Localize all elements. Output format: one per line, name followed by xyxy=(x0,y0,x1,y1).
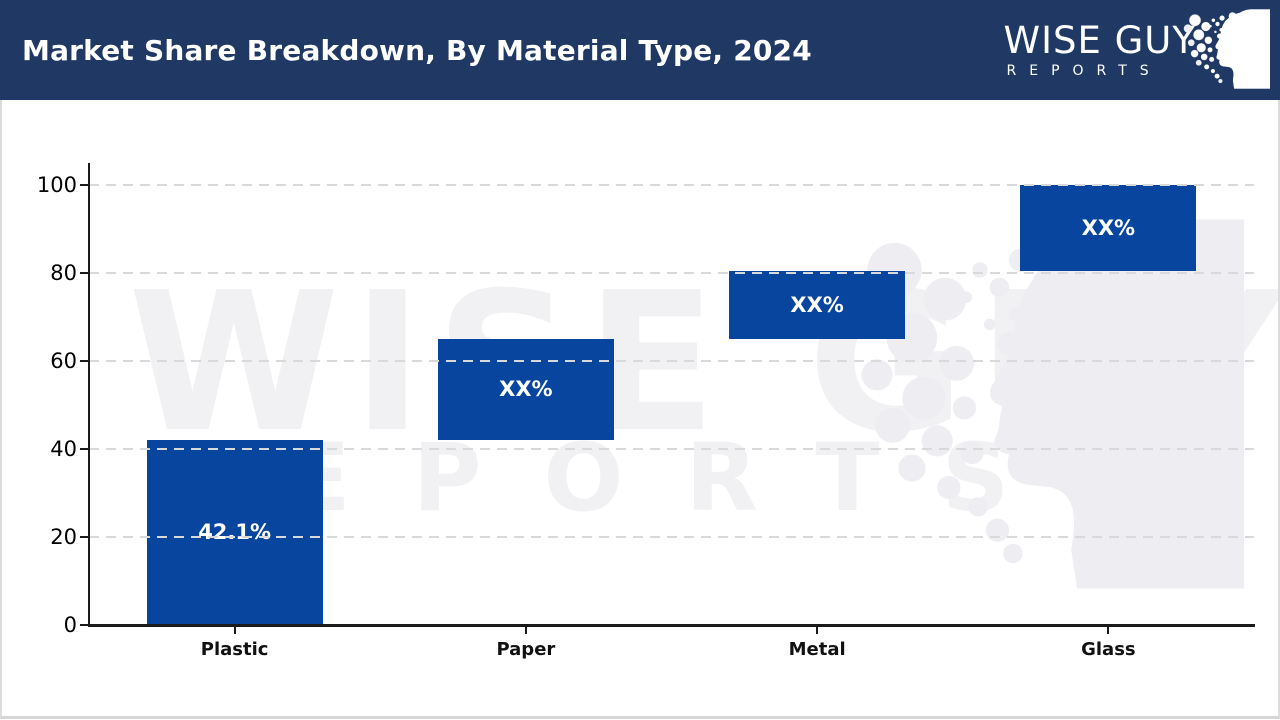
y-tick xyxy=(80,272,89,274)
logo-dotted-head-icon: #dotface-white{fill:#ffffff} xyxy=(1183,9,1270,89)
x-tick xyxy=(233,627,236,634)
bar-plastic: 42.1% xyxy=(146,439,323,625)
logo-subtext: REPORTS xyxy=(1006,63,1162,79)
wise-guy-reports-logo: WISE GUY REPORTS #dotface-white{fill:#ff… xyxy=(1004,0,1270,100)
x-tick xyxy=(524,627,527,634)
watermark: WISE GUY REPORTS xyxy=(0,100,1280,720)
category-label: Paper xyxy=(496,639,556,660)
bar-value-label: 42.1% xyxy=(198,520,272,545)
y-axis xyxy=(88,163,90,627)
bar-value-label: XX% xyxy=(1081,216,1136,241)
y-tick-label: 80 xyxy=(50,261,77,285)
page-title: Market Share Breakdown, By Material Type… xyxy=(22,33,812,67)
gridline-40 xyxy=(89,448,1254,450)
gridline-60 xyxy=(89,360,1254,362)
bar-paper: XX% xyxy=(437,339,614,440)
bar-glass: XX% xyxy=(1020,185,1197,272)
category-label: Metal xyxy=(788,639,846,660)
gridline-80 xyxy=(89,272,1254,274)
bar-value-label: XX% xyxy=(790,293,844,318)
x-tick xyxy=(816,627,819,634)
category-label: Plastic xyxy=(200,639,269,660)
y-tick-label: 60 xyxy=(50,349,77,373)
header-bar: Market Share Breakdown, By Material Type… xyxy=(0,0,1280,100)
gridline-20 xyxy=(89,536,1254,538)
bar-value-label: XX% xyxy=(499,377,553,402)
y-tick-label: 20 xyxy=(50,525,77,549)
y-tick xyxy=(80,448,89,450)
y-tick xyxy=(80,184,89,186)
x-tick xyxy=(1107,627,1110,634)
gridline-100 xyxy=(89,184,1254,186)
logo-wordmark: WISE GUY xyxy=(1003,19,1196,62)
category-label: Glass xyxy=(1081,639,1136,660)
y-tick xyxy=(80,536,89,538)
y-tick-label: 0 xyxy=(63,613,77,637)
y-tick xyxy=(80,360,89,362)
x-axis xyxy=(88,624,1255,627)
y-tick-label: 100 xyxy=(36,173,77,197)
bar-metal: XX% xyxy=(729,271,906,339)
y-tick-label: 40 xyxy=(50,437,77,461)
logo-text: WISE GUY REPORTS xyxy=(1004,22,1196,79)
y-tick xyxy=(80,624,89,626)
